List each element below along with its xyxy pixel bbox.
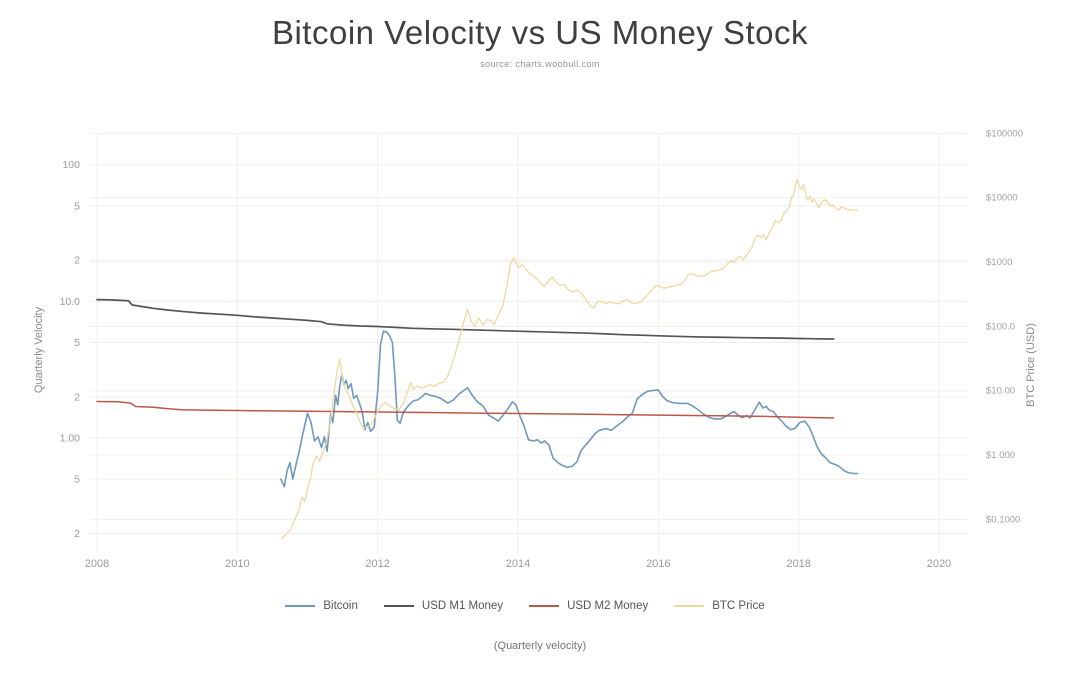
legend-item-usd-m2-money[interactable]: USD M2 Money <box>529 600 648 612</box>
legend-item-btc-price[interactable]: BTC Price <box>674 600 765 612</box>
btc-price-line-swatch <box>674 605 705 607</box>
x-tick-label: 2016 <box>646 558 670 570</box>
chart-caption: (Quarterly velocity) <box>493 640 587 652</box>
x-tick-label: 2014 <box>506 558 530 570</box>
x-tick-label: 2012 <box>365 558 389 570</box>
y-right-tick-label: $100000 <box>986 128 1023 139</box>
y-right-tick-label: $10.00 <box>986 386 1015 397</box>
right-axis-title: BTC Price (USD) <box>1025 323 1037 407</box>
y-left-tick-label: 2 <box>74 391 80 403</box>
left-axis-title: Quarterly Velocity <box>33 306 45 394</box>
x-tick-label: 2020 <box>927 558 951 570</box>
y-left-tick-label: 2 <box>74 255 80 267</box>
chart-title: Bitcoin Velocity vs US Money Stock <box>271 14 809 51</box>
gridlines <box>90 132 968 553</box>
chart-header: Bitcoin Velocity vs US Money Stock sourc… <box>90 14 990 69</box>
chart-source: source: charts.woobull.com <box>480 58 600 69</box>
y-right-tick-label: $1000 <box>986 257 1012 268</box>
y-left-tick-label: 5 <box>74 200 80 212</box>
m1-line-swatch <box>383 605 414 607</box>
m2-line-swatch <box>529 605 560 607</box>
series-line-btc-price <box>281 178 859 540</box>
y-right-tick-label: $1.000 <box>986 450 1015 461</box>
y-left-tick-label: 1.00 <box>60 432 81 444</box>
y-left-tick-label: 2 <box>74 528 80 540</box>
x-tick-label: 2010 <box>225 558 249 570</box>
legend-item-usd-m1-money[interactable]: USD M1 Money <box>383 600 504 612</box>
x-tick-label: 2008 <box>85 558 109 570</box>
x-tick-label: 2018 <box>786 558 810 570</box>
y-right-tick-label: $10000 <box>986 193 1018 204</box>
y-left-tick-label: 100 <box>62 159 80 171</box>
bitcoin-line-swatch <box>285 605 316 607</box>
y-left-tick-label: 5 <box>74 474 80 486</box>
legend-label: USD M2 Money <box>567 600 649 612</box>
series-line-bitcoin <box>279 330 859 488</box>
series-lines <box>96 178 859 540</box>
legend-label: USD M1 Money <box>421 600 504 612</box>
axis-tick-labels: 2008 2010 2012 2014 2016 2018 2020 100 5 2 10.0 5 2 1… <box>60 128 1023 570</box>
series-line-usd-m2-money <box>96 400 835 419</box>
legend-item-bitcoin[interactable]: Bitcoin <box>285 600 358 612</box>
y-left-tick-label: 5 <box>74 337 80 349</box>
y-right-tick-label: $0.1000 <box>986 514 1020 525</box>
y-right-tick-label: $100.0 <box>986 321 1015 332</box>
legend-label: Bitcoin <box>323 600 358 612</box>
series-line-usd-m1-money <box>96 298 835 340</box>
y-left-tick-label: 10.0 <box>60 296 81 308</box>
legend-label: BTC Price <box>712 600 765 612</box>
legend: Bitcoin USD M1 Money USD M2 Money BTC Pr… <box>90 600 960 612</box>
